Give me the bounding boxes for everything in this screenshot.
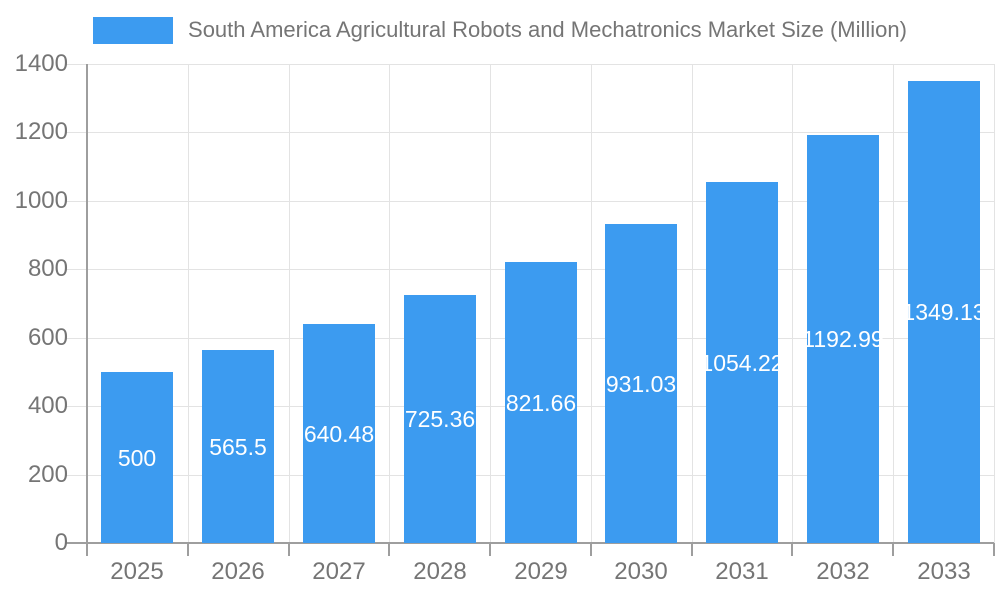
gridline-vertical [792, 64, 793, 543]
y-axis-tick-label: 1000 [14, 187, 68, 214]
y-axis-tick-label: 1400 [14, 50, 68, 77]
gridline-vertical [389, 64, 390, 543]
x-axis-tick [288, 543, 290, 556]
x-axis-category-label: 2028 [413, 558, 467, 585]
legend-swatch [93, 16, 174, 44]
x-axis-category-label: 2033 [917, 558, 971, 585]
bar-value-label: 1054.22 [700, 350, 784, 376]
x-axis-category-label: 2027 [312, 558, 366, 585]
y-axis-tick-label: 600 [27, 324, 68, 351]
bar-value-label: 1192.99 [802, 326, 884, 352]
gridline-vertical [893, 64, 894, 543]
x-axis-tick [590, 543, 592, 556]
x-axis-tick [791, 543, 793, 556]
x-axis-tick [388, 543, 390, 556]
gridline-vertical [289, 64, 290, 543]
bar[interactable] [505, 262, 577, 543]
bar-value-label: 821.66 [505, 390, 577, 416]
bar[interactable] [101, 372, 173, 543]
y-axis-tick-label: 200 [27, 461, 68, 488]
y-axis-tick-label: 400 [27, 392, 68, 419]
x-axis-line [65, 542, 994, 544]
x-axis-tick [691, 543, 693, 556]
x-axis-category-label: 2030 [614, 558, 668, 585]
chart-legend[interactable]: South America Agricultural Robots and Me… [0, 15, 1000, 45]
x-axis-category-label: 2032 [816, 558, 870, 585]
x-axis-category-label: 2029 [514, 558, 568, 585]
x-axis-category-label: 2031 [715, 558, 769, 585]
gridline-vertical [591, 64, 592, 543]
bar-value-label: 1349.13 [902, 299, 986, 325]
bar[interactable] [706, 182, 778, 543]
gridline-horizontal [65, 201, 994, 202]
gridline-vertical [994, 64, 995, 543]
y-axis-tick-label: 800 [27, 255, 68, 282]
x-axis-tick [187, 543, 189, 556]
bar-value-label: 500 [117, 445, 157, 471]
bar[interactable] [605, 224, 677, 543]
bar-value-label: 931.03 [605, 371, 677, 397]
bar-value-label: 725.36 [404, 406, 476, 432]
x-axis-category-label: 2025 [110, 558, 164, 585]
bar-value-label: 640.48 [303, 421, 375, 447]
bar-value-label: 565.5 [209, 434, 267, 460]
gridline-horizontal [65, 132, 994, 133]
bar[interactable] [404, 295, 476, 543]
x-axis-category-label: 2026 [211, 558, 265, 585]
x-axis-tick [993, 543, 995, 556]
legend-label: South America Agricultural Robots and Me… [188, 17, 907, 42]
y-axis-tick-label: 0 [54, 529, 68, 556]
bar[interactable] [202, 350, 274, 543]
x-axis-tick [489, 543, 491, 556]
x-axis-tick [892, 543, 894, 556]
bar[interactable] [303, 324, 375, 543]
bar[interactable] [807, 135, 879, 543]
y-axis-line [86, 64, 88, 556]
gridline-horizontal [65, 64, 994, 65]
gridline-vertical [692, 64, 693, 543]
gridline-vertical [490, 64, 491, 543]
bar[interactable] [908, 81, 980, 543]
gridline-vertical [188, 64, 189, 543]
y-axis-tick-label: 1200 [14, 118, 68, 145]
